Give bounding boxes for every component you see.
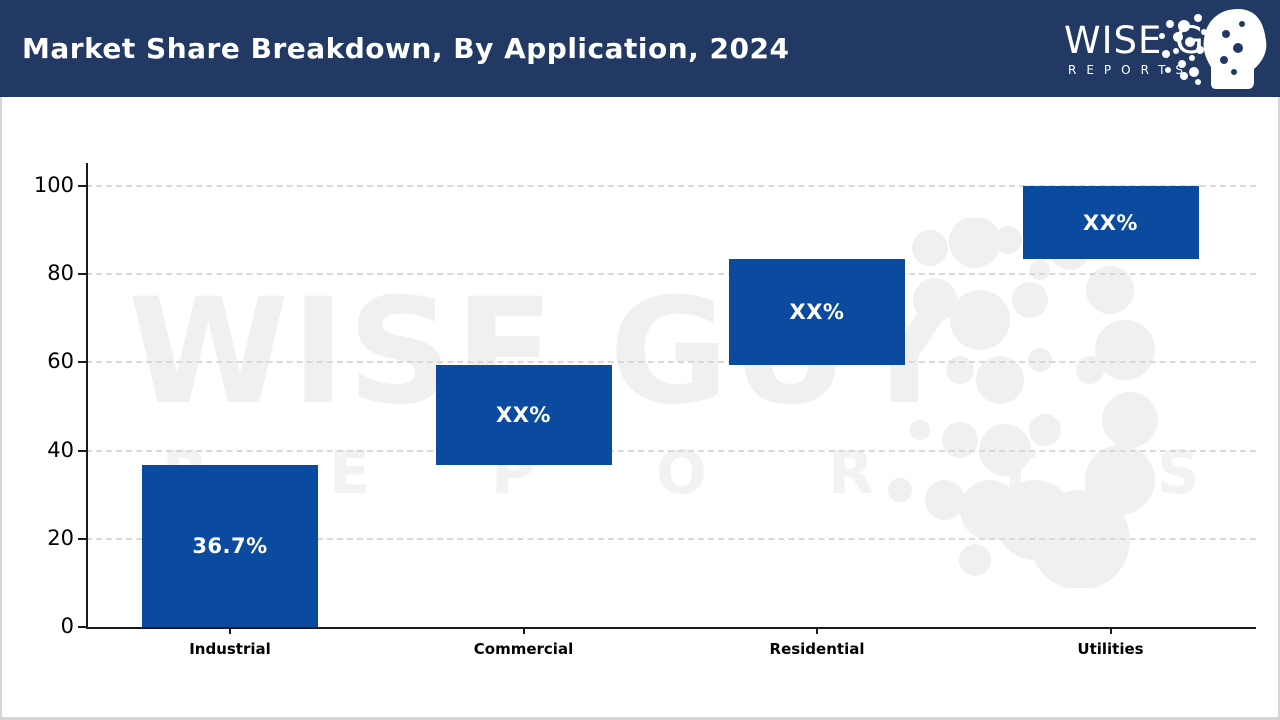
y-tick-80: [78, 273, 86, 276]
gridline-20: [86, 537, 1256, 540]
x-category-label-residential: Residential: [769, 640, 865, 658]
bar-residential: XX%: [729, 259, 905, 366]
y-tick-label-40: 40: [47, 437, 74, 462]
x-category-label-commercial: Commercial: [473, 640, 574, 658]
brand-subname: REPORTS: [1068, 63, 1194, 77]
page-border-bottom: [0, 717, 1280, 720]
face-profile-icon: [1159, 9, 1267, 89]
x-tick-commercial: [522, 627, 525, 634]
y-tick-0: [78, 626, 86, 628]
gridline-100: [86, 185, 1256, 187]
page-title: Market Share Breakdown, By Application, …: [22, 32, 790, 65]
bar-value-label-commercial: XX%: [496, 403, 551, 428]
y-axis-line: [86, 163, 88, 629]
x-category-label-utilities: Utilities: [1077, 640, 1144, 658]
bar-utilities: XX%: [1022, 186, 1199, 260]
gridline-60: [86, 361, 1256, 364]
y-tick-label-20: 20: [47, 525, 74, 550]
x-tick-industrial: [229, 627, 231, 634]
x-axis-line: [86, 627, 1256, 629]
x-tick-utilities: [1109, 627, 1112, 634]
bar-value-label-industrial: 36.7%: [192, 534, 268, 559]
x-tick-residential: [816, 627, 818, 634]
bar-industrial: 36.7%: [142, 465, 318, 627]
brand-logo: WISE GUY REPORTS: [1022, 0, 1272, 97]
header-bar: Market Share Breakdown, By Application, …: [0, 0, 1280, 97]
x-category-label-industrial: Industrial: [189, 640, 271, 658]
gridline-40: [86, 449, 1256, 452]
bar-value-label-utilities: XX%: [1083, 210, 1138, 235]
bar-value-label-residential: XX%: [789, 300, 845, 325]
gridline-80: [86, 273, 1256, 276]
y-tick-20: [78, 537, 86, 540]
y-tick-label-60: 60: [47, 349, 74, 374]
page-border-left: [0, 97, 2, 720]
bar-commercial: XX%: [435, 365, 612, 466]
page-border-right: [1278, 97, 1280, 720]
y-tick-label-0: 0: [60, 614, 74, 638]
y-tick-60: [78, 361, 86, 364]
y-tick-40: [78, 449, 86, 452]
y-tick-100: [78, 185, 86, 187]
y-tick-label-100: 100: [33, 173, 74, 197]
y-tick-label-80: 80: [47, 261, 74, 286]
